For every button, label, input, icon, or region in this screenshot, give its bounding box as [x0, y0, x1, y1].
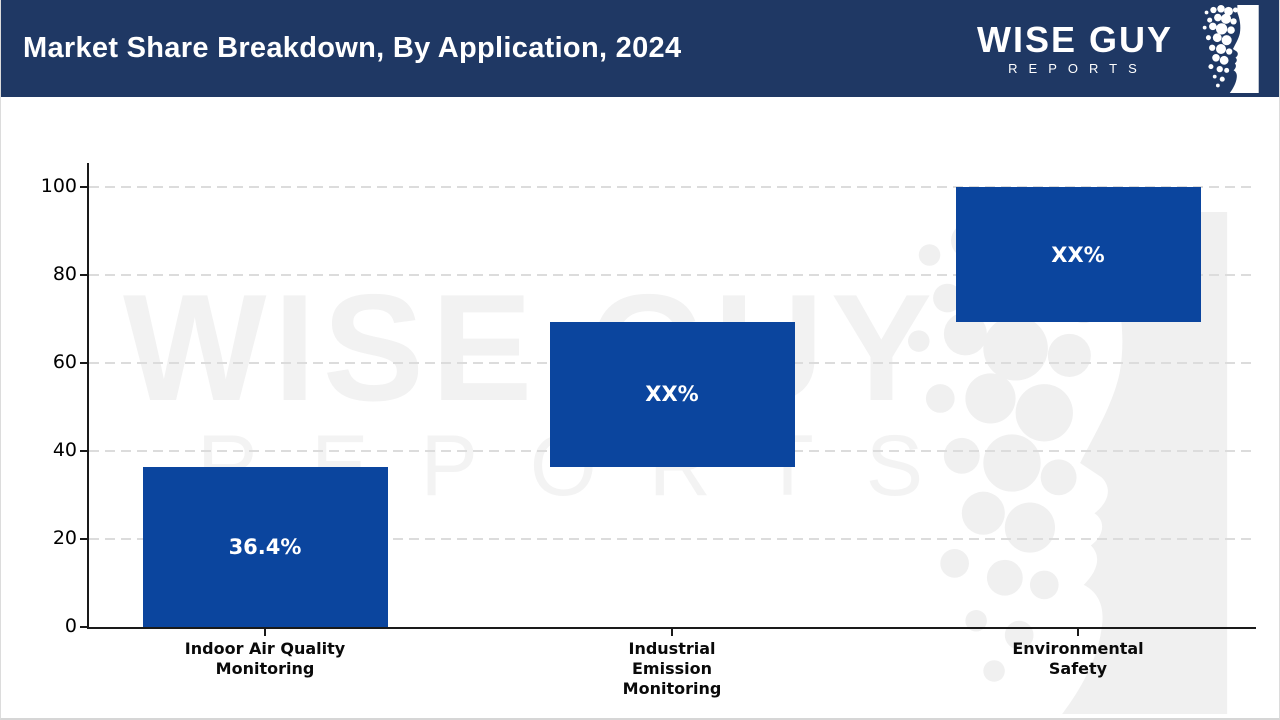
y-tick-80 [80, 274, 88, 276]
bar-value-label-2: XX% [1051, 242, 1105, 267]
bar-segment-2: XX% [955, 187, 1201, 323]
page-title: Market Share Breakdown, By Application, … [23, 32, 682, 64]
category-label-1: Industrial Emission Monitoring [622, 639, 722, 698]
bar-value-label-0: 36.4% [228, 534, 302, 559]
x-tick-1 [671, 629, 673, 636]
bar-segment-0: 36.4% [142, 466, 388, 627]
category-label-2: Environmental Safety [1012, 639, 1144, 678]
wise-guy-logo: WISE GUY REPORTS [976, 4, 1259, 93]
y-tick-100 [80, 186, 88, 188]
y-tick-40 [80, 450, 88, 452]
y-tick-label-20: 20 [52, 527, 77, 549]
gridline-20 [89, 538, 1254, 540]
logo-wordmark: WISE GUY [976, 18, 1173, 60]
dotted-head-icon [1202, 4, 1259, 93]
y-tick-label-0: 0 [64, 615, 77, 637]
y-tick-label-100: 100 [40, 175, 77, 197]
y-tick-0 [80, 626, 88, 628]
category-label-0: Indoor Air Quality Monitoring [184, 639, 346, 678]
logo-text: WISE GUY REPORTS [976, 18, 1173, 76]
bar-segment-1: XX% [549, 322, 795, 467]
gridline-80 [89, 274, 1254, 276]
logo-subtitle: REPORTS [1008, 60, 1148, 76]
y-tick-label-60: 60 [52, 351, 77, 373]
x-axis-line [87, 627, 1256, 629]
x-tick-2 [1077, 629, 1079, 636]
x-tick-0 [264, 629, 266, 636]
y-tick-label-80: 80 [52, 263, 77, 285]
header: Market Share Breakdown, By Application, … [1, 0, 1279, 97]
y-tick-20 [80, 538, 88, 540]
y-axis-line [87, 163, 89, 629]
gridline-100 [89, 186, 1254, 188]
y-tick-label-40: 40 [52, 439, 77, 461]
bar-value-label-1: XX% [645, 382, 699, 407]
y-tick-60 [80, 362, 88, 364]
